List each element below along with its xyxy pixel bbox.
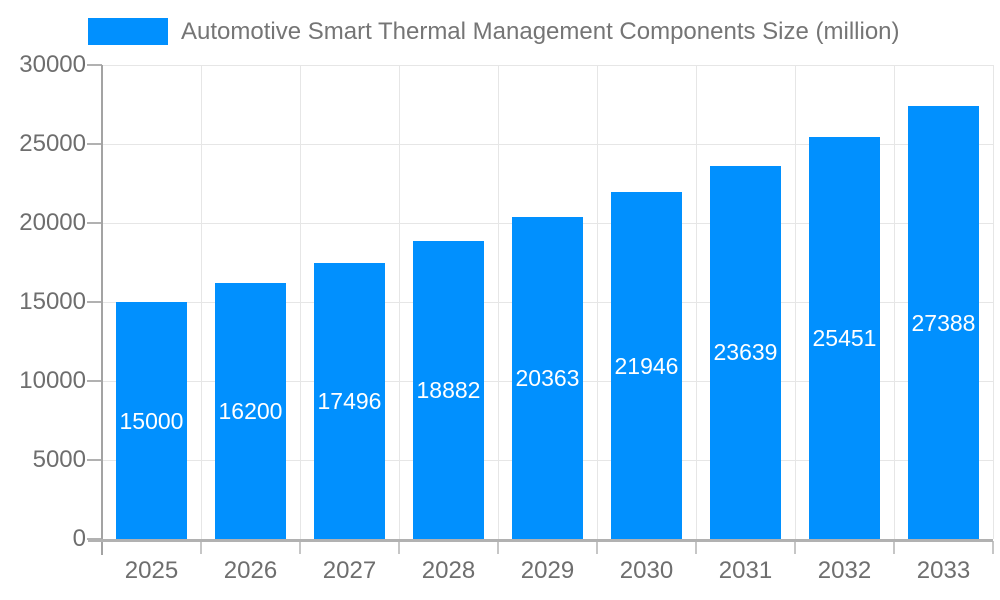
- bar-value-label: 21946: [614, 352, 679, 379]
- bar: [611, 192, 682, 539]
- gridline-vertical: [399, 65, 400, 539]
- x-axis-tick: [794, 541, 796, 554]
- gridline-vertical: [894, 65, 895, 539]
- bar-value-label: 18882: [416, 376, 481, 403]
- x-tick-label: 2031: [718, 557, 773, 584]
- bar-value-label: 25451: [812, 324, 877, 351]
- bar-value-label: 15000: [119, 407, 184, 434]
- x-tick-label: 2033: [916, 557, 971, 584]
- gridline-vertical: [993, 65, 994, 539]
- bar: [512, 217, 583, 539]
- bar-value-label: 23639: [713, 339, 778, 366]
- bar: [908, 106, 979, 539]
- x-axis-tick: [299, 541, 301, 554]
- y-tick-label: 25000: [19, 130, 86, 157]
- y-axis-line: [101, 65, 103, 555]
- gridline-vertical: [300, 65, 301, 539]
- x-tick-label: 2029: [520, 557, 575, 584]
- x-tick-label: 2026: [223, 557, 278, 584]
- bar-value-label: 16200: [218, 398, 283, 425]
- x-tick-label: 2030: [619, 557, 674, 584]
- x-axis-tick: [992, 541, 994, 554]
- gridline-vertical: [201, 65, 202, 539]
- x-axis-tick: [695, 541, 697, 554]
- y-tick-label: 20000: [19, 209, 86, 236]
- y-axis-tick: [87, 380, 102, 382]
- gridline-vertical: [795, 65, 796, 539]
- y-tick-label: 30000: [19, 51, 86, 78]
- y-tick-label: 0: [72, 525, 86, 552]
- y-axis-tick: [87, 64, 102, 66]
- gridline-horizontal: [102, 64, 993, 66]
- y-tick-label: 15000: [19, 288, 86, 315]
- x-axis-line: [88, 539, 993, 542]
- gridline-vertical: [696, 65, 697, 539]
- x-tick-label: 2032: [817, 557, 872, 584]
- bar: [314, 262, 385, 539]
- x-axis-tick: [893, 541, 895, 554]
- y-axis-tick: [87, 222, 102, 224]
- x-tick-label: 2028: [421, 557, 476, 584]
- y-axis-tick: [87, 459, 102, 461]
- bar: [215, 283, 286, 539]
- x-axis-tick: [497, 541, 499, 554]
- legend-swatch: [88, 18, 168, 45]
- bar: [413, 240, 484, 539]
- gridline-vertical: [498, 65, 499, 539]
- bar: [710, 165, 781, 539]
- bar: [116, 302, 187, 539]
- legend: Automotive Smart Thermal Management Comp…: [88, 16, 900, 47]
- bar: [809, 136, 880, 539]
- x-tick-label: 2025: [124, 557, 179, 584]
- y-axis-tick: [87, 301, 102, 303]
- bar-value-label: 20363: [515, 365, 580, 392]
- bar-value-label: 27388: [911, 309, 976, 336]
- y-axis-tick: [87, 143, 102, 145]
- x-axis-tick: [200, 541, 202, 554]
- legend-label: Automotive Smart Thermal Management Comp…: [181, 17, 900, 45]
- y-tick-label: 10000: [19, 367, 86, 394]
- bar-value-label: 17496: [317, 387, 382, 414]
- x-axis-tick: [596, 541, 598, 554]
- y-tick-label: 5000: [32, 446, 86, 473]
- gridline-horizontal: [102, 143, 993, 145]
- x-tick-label: 2027: [322, 557, 377, 584]
- x-axis-tick: [398, 541, 400, 554]
- gridline-vertical: [597, 65, 598, 539]
